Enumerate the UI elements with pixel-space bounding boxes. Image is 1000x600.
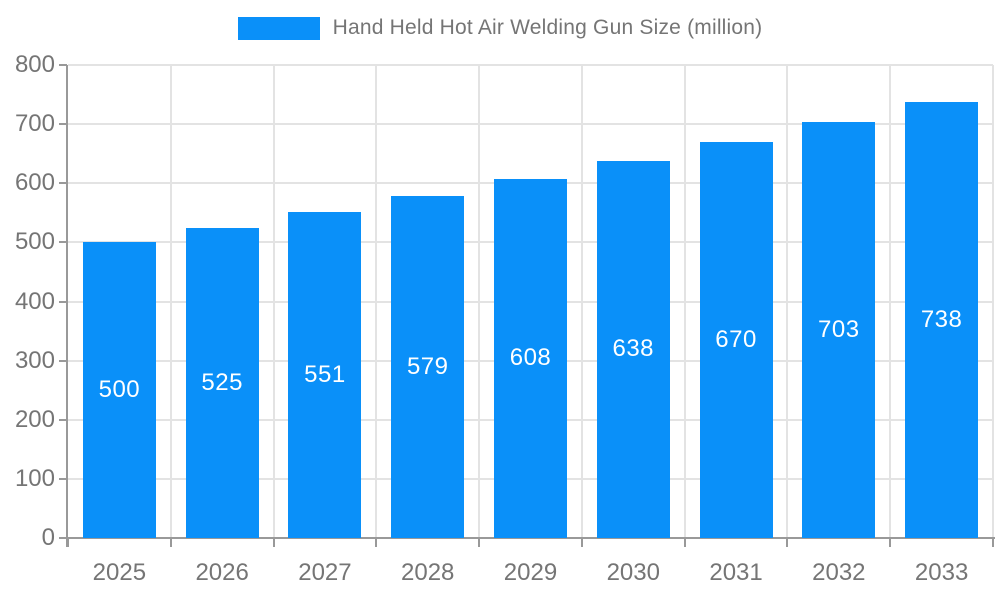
- bar-2025[interactable]: [82, 242, 156, 538]
- x-axis-tick: [272, 538, 275, 547]
- bar-2032[interactable]: [802, 122, 876, 538]
- y-axis-tick: [59, 64, 67, 66]
- x-axis-tick: [786, 538, 789, 547]
- gridline-horizontal: [68, 123, 993, 126]
- gridline-vertical: [683, 65, 686, 538]
- gridline-vertical: [889, 65, 892, 538]
- x-axis-line: [59, 537, 995, 539]
- x-axis-label: 2026: [195, 559, 249, 586]
- y-axis-tick: [59, 359, 67, 362]
- bar-2030[interactable]: [596, 160, 670, 538]
- gridline-horizontal: [68, 64, 993, 66]
- gridline-vertical: [169, 65, 172, 538]
- y-axis-label: 300: [14, 346, 55, 374]
- bar-2029[interactable]: [494, 178, 567, 538]
- x-axis-label: 2032: [812, 559, 866, 586]
- y-axis-label: 800: [14, 51, 55, 78]
- y-axis-tick: [59, 123, 67, 126]
- x-axis-tick: [889, 538, 892, 547]
- x-axis-tick: [169, 538, 172, 547]
- gridline-vertical: [272, 65, 275, 538]
- y-axis-tick: [59, 182, 67, 185]
- y-axis-tick: [59, 418, 67, 421]
- bar-2027[interactable]: [288, 212, 362, 538]
- gridline-vertical: [478, 65, 481, 538]
- bar-2028[interactable]: [391, 195, 465, 538]
- bar-2033[interactable]: [905, 101, 979, 538]
- y-axis-label: 200: [14, 405, 55, 433]
- legend-label: Hand Held Hot Air Welding Gun Size (mill…: [332, 16, 763, 39]
- x-axis-label: 2030: [606, 559, 660, 586]
- y-axis-line: [66, 65, 68, 547]
- y-axis-tick: [59, 241, 67, 244]
- bar-2026[interactable]: [185, 227, 259, 538]
- gridline-vertical: [786, 65, 789, 538]
- x-axis-tick: [67, 538, 69, 547]
- gridline-vertical: [580, 65, 583, 538]
- x-axis-label: 2031: [709, 559, 763, 586]
- x-axis-label: 2027: [298, 559, 352, 586]
- x-axis-label: 2025: [92, 559, 147, 586]
- x-axis-tick: [683, 538, 686, 547]
- bar-2031[interactable]: [699, 141, 773, 538]
- x-axis-tick: [375, 538, 378, 547]
- x-axis-tick: [580, 538, 583, 547]
- y-axis-label: 700: [14, 110, 55, 138]
- gridline-vertical: [992, 65, 994, 538]
- x-axis-label: 2029: [503, 559, 558, 586]
- y-axis-label: 600: [14, 169, 55, 197]
- y-axis-label: 500: [14, 228, 55, 256]
- y-axis-label: 0: [41, 524, 55, 551]
- legend-swatch: [237, 16, 320, 40]
- x-axis-tick: [992, 538, 994, 547]
- y-axis-tick: [59, 477, 67, 480]
- y-axis-tick: [59, 300, 67, 303]
- x-axis-label: 2033: [914, 559, 969, 586]
- x-axis-tick: [478, 538, 481, 547]
- legend[interactable]: Hand Held Hot Air Welding Gun Size (mill…: [0, 16, 1000, 40]
- y-axis-label: 400: [14, 287, 55, 315]
- x-axis-label: 2028: [401, 559, 455, 586]
- y-axis-label: 100: [14, 464, 55, 492]
- gridline-vertical: [375, 65, 378, 538]
